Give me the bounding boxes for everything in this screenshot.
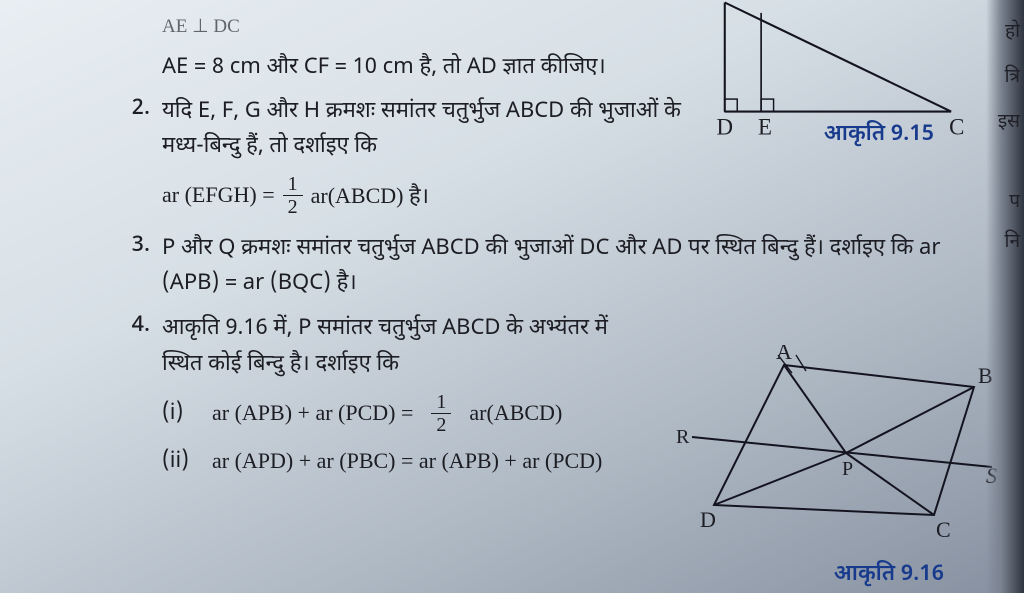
q4-i-fraction: 1 2 bbox=[431, 392, 451, 435]
q3-line: 3. P और Q क्रमशः समांतर चतुर्भुज ABCD की… bbox=[110, 231, 994, 301]
fig1-label-E: E bbox=[758, 114, 772, 139]
q4-i-right: ar(ABCD) bbox=[469, 400, 562, 426]
q4-ii-text: ar (APD) + ar (PBC) = ar (APB) + ar (PCD… bbox=[212, 448, 602, 474]
q2-formula-left: ar (EFGH) = bbox=[162, 182, 275, 208]
fig1-label-C: C bbox=[949, 114, 964, 139]
q2-formula: ar (EFGH) = 1 2 ar(ABCD) है। bbox=[162, 174, 994, 217]
figure-9-15-caption: आकृति 9.15 bbox=[824, 120, 934, 149]
q3-number: 3. bbox=[110, 231, 150, 260]
q2-frac-top: 1 bbox=[283, 174, 303, 196]
q4-i-frac-bot: 2 bbox=[431, 414, 451, 435]
margin-frag-3: इस bbox=[998, 110, 1020, 135]
margin-frag-1: हो bbox=[1005, 20, 1020, 45]
q4-ii-label: (ii) bbox=[162, 447, 198, 476]
figure-9-16-caption: आकृति 9.16 bbox=[834, 560, 944, 589]
q2-number: 2. bbox=[110, 94, 150, 123]
fig1-label-D: D bbox=[716, 114, 733, 139]
q2-fraction: 1 2 bbox=[283, 174, 303, 217]
q2-frac-bot: 2 bbox=[283, 196, 303, 217]
q4-i-label: (i) bbox=[162, 399, 198, 428]
margin-frag-5: नि bbox=[1005, 230, 1020, 255]
fig2-label-A: A bbox=[776, 345, 792, 364]
q4-i-left: ar (APB) + ar (PCD) = bbox=[212, 400, 413, 426]
fig2-label-R: R bbox=[676, 426, 690, 448]
q4-i-frac-top: 1 bbox=[431, 392, 451, 414]
figure-9-16: A B C D P R S bbox=[674, 345, 1004, 555]
fig2-label-P: P bbox=[842, 458, 853, 480]
q3-text: P और Q क्रमशः समांतर चतुर्भुज ABCD की भु… bbox=[162, 231, 994, 301]
q4-number: 4. bbox=[110, 311, 150, 340]
textbook-page: AE ⊥ DC AE = 8 cm और CF = 10 cm है, तो A… bbox=[0, 0, 1024, 593]
fig2-label-C: C bbox=[936, 517, 951, 542]
q2-formula-right: ar(ABCD) है। bbox=[311, 180, 429, 210]
fig2-label-D: D bbox=[700, 507, 716, 532]
margin-frag-2: त्रि bbox=[1005, 65, 1020, 90]
margin-frag-4: प bbox=[1009, 190, 1020, 215]
figure-9-16-svg: A B C D P R S bbox=[674, 345, 1004, 555]
